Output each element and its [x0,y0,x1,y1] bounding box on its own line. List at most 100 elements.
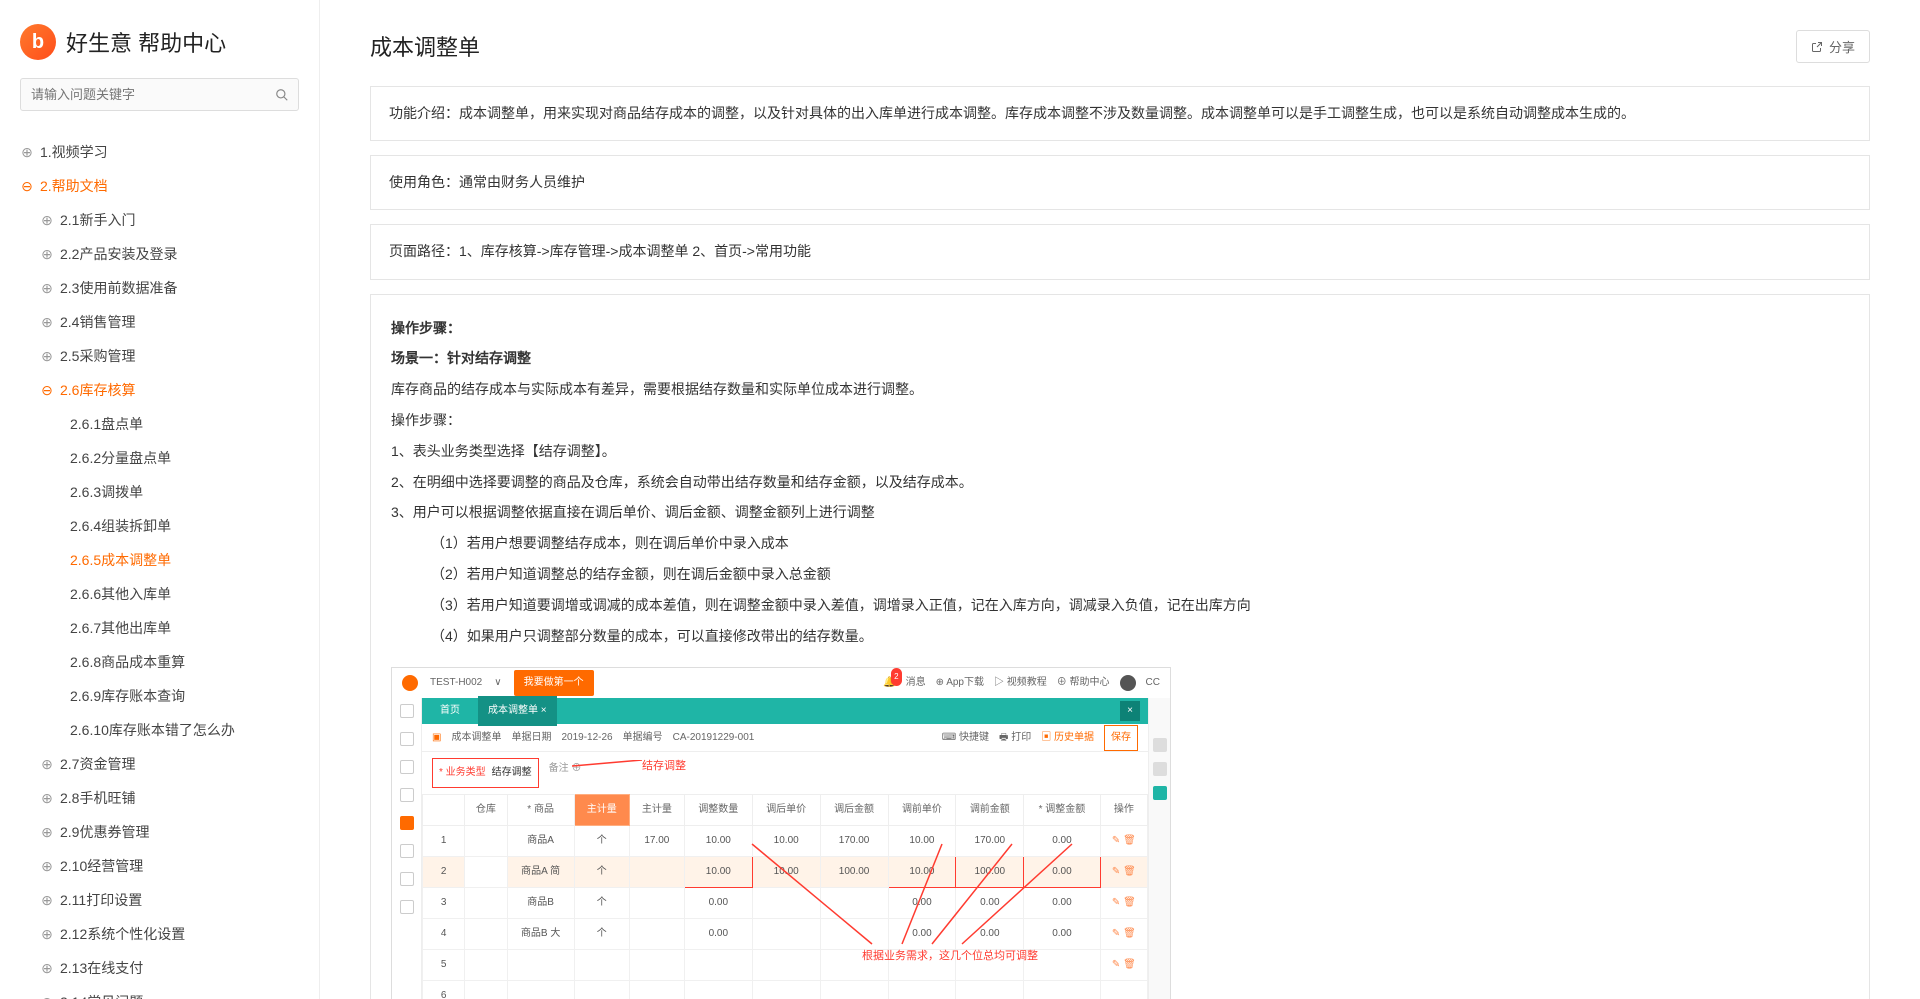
nav-label: 2.1新手入门 [60,210,135,230]
nav-item-2-6-2[interactable]: 2.6.2分量盘点单 [20,441,299,475]
ss-history: ▣ 历史单据 [1041,727,1094,749]
ss-top-code: TEST-H002 [430,672,482,694]
nav-label: 2.11打印设置 [60,890,142,910]
nav-item-2-4[interactable]: ⊕2.4销售管理 [20,305,299,339]
ss-print: 🖶 打印 [999,727,1031,749]
search-input[interactable] [20,78,299,111]
ss-right-icon [1153,738,1167,752]
nav-tree: ⊕1.视频学习 ⊖2.帮助文档 ⊕2.1新手入门 ⊕2.2产品安装及登录 ⊕2.… [20,135,299,999]
embedded-screenshot: TEST-H002 ∨ 我要做第一个 🔔2 消息 ⊕ App下载 ▷ 视频教程 … [391,667,1171,999]
logo-icon: b [20,24,56,60]
plus-icon: ⊕ [40,247,54,261]
nav-label: 2.6.1盘点单 [70,414,143,434]
th-unit: 主计量 [574,795,629,826]
ss-rightbar [1148,698,1170,999]
nav-item-2-13[interactable]: ⊕2.13在线支付 [20,951,299,985]
plus-icon: ⊕ [40,281,54,295]
steps-sub: 操作步骤： [391,405,1849,436]
ss-tab-active: 成本调整单 × [478,696,557,726]
th-ap: 调前单价 [888,795,956,826]
nav-item-2-2[interactable]: ⊕2.2产品安装及登录 [20,237,299,271]
steps-box: 操作步骤： 场景一：针对结存调整 库存商品的结存成本与实际成本有差异，需要根据结… [370,294,1870,999]
search-box [20,78,299,111]
th-num [423,795,465,826]
table-row: 4商品B 大个0.000.000.000.00✎ 🗑 [423,919,1148,950]
nav-label: 2.7资金管理 [60,754,135,774]
ss-right-icon [1153,786,1167,800]
nav-item-2-6-5[interactable]: 2.6.5成本调整单 [20,543,299,577]
path-label: 页面路径： [389,243,459,259]
nav-item-2-6-7[interactable]: 2.6.7其他出库单 [20,611,299,645]
th-wh: 仓库 [465,795,507,826]
role-box: 使用角色：通常由财务人员维护 [370,155,1870,210]
nav-item-2-6-4[interactable]: 2.6.4组装拆卸单 [20,509,299,543]
nav-item-2-3[interactable]: ⊕ 2.3使用前数据准备 [20,271,299,305]
nav-item-2-6-1[interactable]: 2.6.1盘点单 [20,407,299,441]
ss-nav-icon [400,844,414,858]
share-button[interactable]: 分享 [1796,30,1870,63]
ss-leftbar [392,698,422,999]
nav-item-2-10[interactable]: ⊕2.10经营管理 [20,849,299,883]
table-row: 6 [423,981,1148,999]
nav-item-2-11[interactable]: ⊕ 2.11打印设置 [20,883,299,917]
nav-item-2-12[interactable]: ⊕2.12系统个性化设置 [20,917,299,951]
nav-item-2-6-9[interactable]: 2.6.9库存账本查询 [20,679,299,713]
main-content: 分享 成本调整单 功能介绍：成本调整单，用来实现对商品结存成本的调整，以及针对具… [320,0,1920,999]
nav-item-2-7[interactable]: ⊕2.7资金管理 [20,747,299,781]
ss-help: ⊕ 帮助中心 [1057,672,1110,694]
nav-item-2-1[interactable]: ⊕2.1新手入门 [20,203,299,237]
bell-icon: 🔔2 [883,672,895,694]
plus-icon: ⊕ [40,859,54,873]
ss-quick: ⌨ 快捷键 [942,727,989,749]
ss-nav-icon [400,900,414,914]
nav-label: 2.6.7其他出库单 [70,618,171,638]
table-row: 3商品B个0.000.000.000.00✎ 🗑 [423,888,1148,919]
th-prod: * 商品 [507,795,574,826]
nav-label: 2.12系统个性化设置 [60,924,185,944]
nav-item-2-6-8[interactable]: 2.6.8商品成本重算 [20,645,299,679]
ss-filter-val: 结存调整 [492,762,532,784]
ss-table-wrap: 仓库 * 商品 主计量 主计量 调整数量 调后单价 调后金额 调前单价 调前金额 [422,794,1148,999]
page-title: 成本调整单 [370,30,1870,62]
nav-item-2-6-6[interactable]: 2.6.6其他入库单 [20,577,299,611]
step-1: 1、表头业务类型选择【结存调整】。 [391,436,1849,467]
nav-label: 1.视频学习 [40,142,108,162]
ss-app: ⊕ App下载 [936,672,984,694]
th-adj: * 调整金额 [1024,795,1100,826]
sidebar: b 好生意 帮助中心 ⊕1.视频学习 ⊖2.帮助文档 ⊕2.1新手入门 ⊕2.2… [0,0,320,999]
nav-item-2-6-3[interactable]: 2.6.3调拨单 [20,475,299,509]
ss-top-btn: 我要做第一个 [514,670,594,696]
step-2: 2、在明细中选择要调整的商品及仓库，系统会自动带出结存数量和结存金额，以及结存成… [391,467,1849,498]
nav-item-2-9[interactable]: ⊕2.9优惠券管理 [20,815,299,849]
nav-label: 2.3使用前数据准备 [60,278,177,298]
plus-icon: ⊕ [40,893,54,907]
ss-nav-icon [400,872,414,886]
ss-user: CC [1146,672,1160,694]
nav-label: 2.6.9库存账本查询 [70,686,185,706]
share-icon [1811,41,1823,53]
ss-date-val: 2019-12-26 [561,727,612,749]
nav-item-2-5[interactable]: ⊕2.5采购管理 [20,339,299,373]
step-3-4: （4）如果用户只调整部分数量的成本，可以直接修改带出的结存数量。 [391,621,1849,652]
close-icon: × [1120,701,1140,721]
nav-label: 2.9优惠券管理 [60,822,149,842]
nav-item-video[interactable]: ⊕1.视频学习 [20,135,299,169]
nav-label: 2.6.4组装拆卸单 [70,516,171,536]
path-text: 1、库存核算->库存管理->成本调整单 2、首页->常用功能 [459,243,811,259]
nav-item-2-8[interactable]: ⊕2.8手机旺铺 [20,781,299,815]
table-row: 5✎ 🗑 [423,950,1148,981]
plus-icon: ⊕ [40,791,54,805]
step-3-1: （1）若用户想要调整结存成本，则在调后单价中录入成本 [391,528,1849,559]
ss-nav-icon [400,816,414,830]
share-label: 分享 [1829,37,1855,56]
nav-item-2-6[interactable]: ⊖2.6库存核算 [20,373,299,407]
ss-msg: 消息 [906,672,926,694]
ss-nav-icon [400,732,414,746]
nav-item-2-14[interactable]: ⊕2.14常见问题 [20,985,299,999]
nav-item-2-6-10[interactable]: 2.6.10库存账本错了怎么办 [20,713,299,747]
search-icon[interactable] [275,88,289,102]
avatar-icon [1120,675,1136,691]
ss-code-val: CA-20191229-001 [673,727,755,749]
nav-label: 2.5采购管理 [60,346,135,366]
nav-item-docs[interactable]: ⊖2.帮助文档 [20,169,299,203]
